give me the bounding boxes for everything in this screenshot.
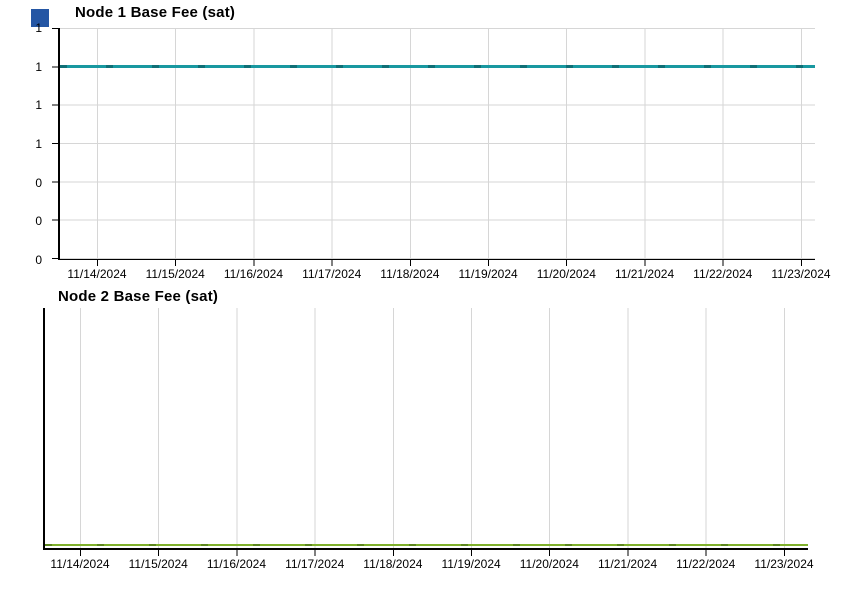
y-tick-label: 0 bbox=[35, 253, 42, 267]
vertical-gridlines bbox=[80, 308, 786, 548]
x-tick-label: 11/22/2024 bbox=[693, 267, 753, 281]
x-axis-labels: 11/14/2024 11/15/2024 11/16/2024 11/17/2… bbox=[50, 557, 813, 573]
plot-area-node1[interactable] bbox=[58, 28, 815, 260]
blue-square-icon bbox=[31, 9, 49, 27]
x-axis-tick-marks bbox=[97, 260, 802, 266]
x-tick-label: 11/14/2024 bbox=[50, 557, 110, 571]
x-tick-label: 11/15/2024 bbox=[145, 267, 205, 281]
x-axis-tick-marks bbox=[80, 550, 785, 556]
x-tick-label: 11/22/2024 bbox=[676, 557, 736, 571]
y-tick-label: 1 bbox=[35, 59, 42, 74]
chart-title: Node 1 Base Fee (sat) bbox=[75, 4, 236, 21]
x-tick-label: 11/17/2024 bbox=[285, 557, 345, 571]
x-tick-label: 11/21/2024 bbox=[614, 267, 675, 281]
y-axis-labels: 1 1 1 1 0 0 0 bbox=[0, 22, 52, 266]
series-line-node1-base-fee bbox=[60, 65, 815, 68]
x-tick-label: 11/21/2024 bbox=[597, 557, 658, 571]
y-axis-tick-marks bbox=[52, 28, 58, 259]
x-tick-label: 11/23/2024 bbox=[754, 557, 814, 571]
y-tick-label: 1 bbox=[35, 21, 42, 35]
plot-area-node2[interactable] bbox=[43, 308, 808, 550]
y-tick-label: 0 bbox=[35, 175, 42, 190]
node2-base-fee-chart: Node 2 Base Fee (sat) 11/14/2024 11/15/2… bbox=[0, 285, 860, 600]
y-tick-label: 1 bbox=[35, 98, 42, 113]
y-tick-label: 1 bbox=[35, 137, 42, 151]
x-tick-label: 11/15/2024 bbox=[128, 557, 188, 571]
x-tick-label: 11/19/2024 bbox=[458, 267, 518, 281]
x-axis-labels: 11/14/2024 11/15/2024 11/16/2024 11/17/2… bbox=[67, 267, 830, 283]
x-tick-label: 11/20/2024 bbox=[519, 557, 579, 571]
node1-base-fee-chart: Node 1 Base Fee (sat) 1 1 1 1 0 0 0 11/1… bbox=[0, 0, 860, 285]
x-tick-label: 11/23/2024 bbox=[771, 267, 831, 281]
x-tick-label: 11/20/2024 bbox=[536, 267, 596, 281]
x-tick-label: 11/14/2024 bbox=[67, 267, 127, 281]
x-tick-label: 11/17/2024 bbox=[302, 267, 362, 281]
x-tick-label: 11/19/2024 bbox=[441, 557, 501, 571]
x-tick-label: 11/18/2024 bbox=[380, 267, 440, 281]
series-line-node2-base-fee bbox=[45, 544, 808, 546]
x-tick-label: 11/16/2024 bbox=[223, 267, 284, 281]
vertical-gridlines bbox=[97, 28, 803, 258]
x-tick-label: 11/18/2024 bbox=[363, 557, 423, 571]
x-tick-label: 11/16/2024 bbox=[206, 557, 267, 571]
chart-title: Node 2 Base Fee (sat) bbox=[58, 288, 219, 305]
y-tick-label: 0 bbox=[35, 214, 42, 229]
